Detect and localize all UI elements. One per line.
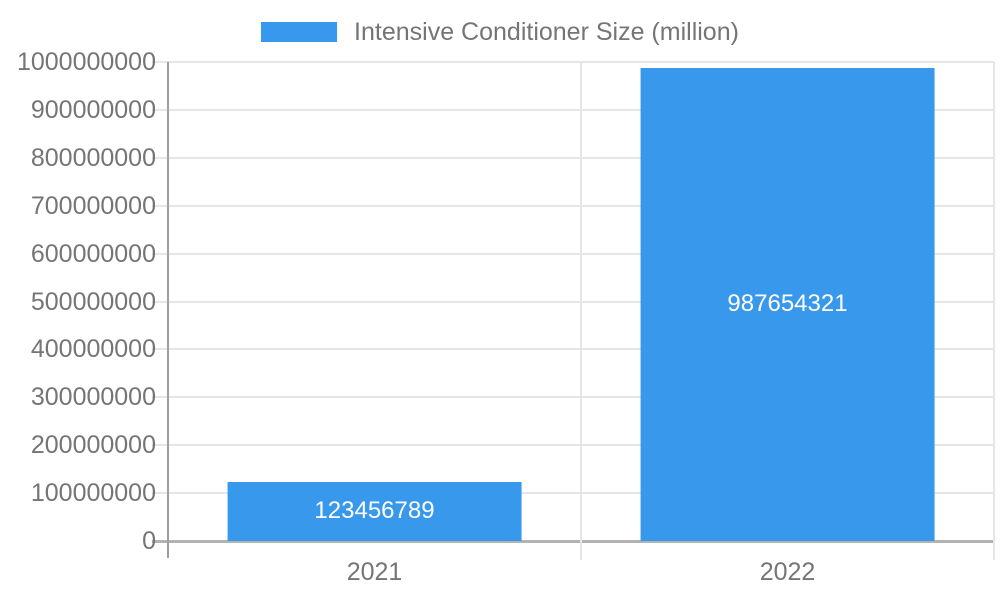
y-axis-line bbox=[167, 62, 169, 558]
y-axis-tick-label: 900000000 bbox=[30, 95, 156, 124]
y-axis-tick-label: 200000000 bbox=[30, 431, 156, 460]
column-separator-line bbox=[580, 62, 582, 560]
y-axis-tick-label: 100000000 bbox=[30, 479, 156, 508]
bar-column-2022: 987654321 bbox=[581, 62, 994, 541]
y-axis-tick-label: 500000000 bbox=[30, 287, 156, 316]
plot-area: 1000000000 900000000 800000000 700000000 600… bbox=[17, 49, 995, 585]
y-axis-tick-label: 600000000 bbox=[30, 239, 156, 268]
bar-column-2021: 123456789 bbox=[168, 62, 581, 541]
x-axis-baseline bbox=[152, 540, 994, 543]
y-axis-tick-label: 300000000 bbox=[30, 383, 156, 412]
bar-value-label: 123456789 bbox=[314, 497, 435, 525]
legend-label: Intensive Conditioner Size (million) bbox=[354, 17, 739, 46]
y-axis-tick-label: 800000000 bbox=[30, 143, 156, 172]
y-axis-tick-label: 1000000000 bbox=[16, 48, 156, 76]
y-axis-tick-label: 700000000 bbox=[30, 191, 156, 220]
plot-right-border bbox=[993, 62, 995, 560]
legend: Intensive Conditioner Size (million) bbox=[0, 17, 1000, 47]
y-axis-tick-label: 0 bbox=[142, 527, 156, 555]
gridline bbox=[152, 492, 994, 495]
gridline bbox=[152, 252, 994, 255]
gridline bbox=[152, 396, 994, 399]
gridline bbox=[152, 61, 994, 63]
bar-2021: 123456789 bbox=[227, 481, 522, 541]
gridline bbox=[152, 204, 994, 207]
gridline bbox=[152, 444, 994, 447]
gridline bbox=[152, 108, 994, 111]
y-axis-tick-label: 400000000 bbox=[30, 335, 156, 364]
x-axis-tick-label: 2022 bbox=[759, 558, 816, 586]
gridline bbox=[152, 300, 994, 303]
gridline bbox=[152, 348, 994, 351]
gridline bbox=[152, 156, 994, 159]
legend-swatch-icon bbox=[261, 22, 338, 42]
x-axis-tick-label: 2021 bbox=[346, 558, 403, 586]
bar-2022: 987654321 bbox=[640, 67, 935, 541]
bar-value-label: 987654321 bbox=[727, 290, 848, 318]
